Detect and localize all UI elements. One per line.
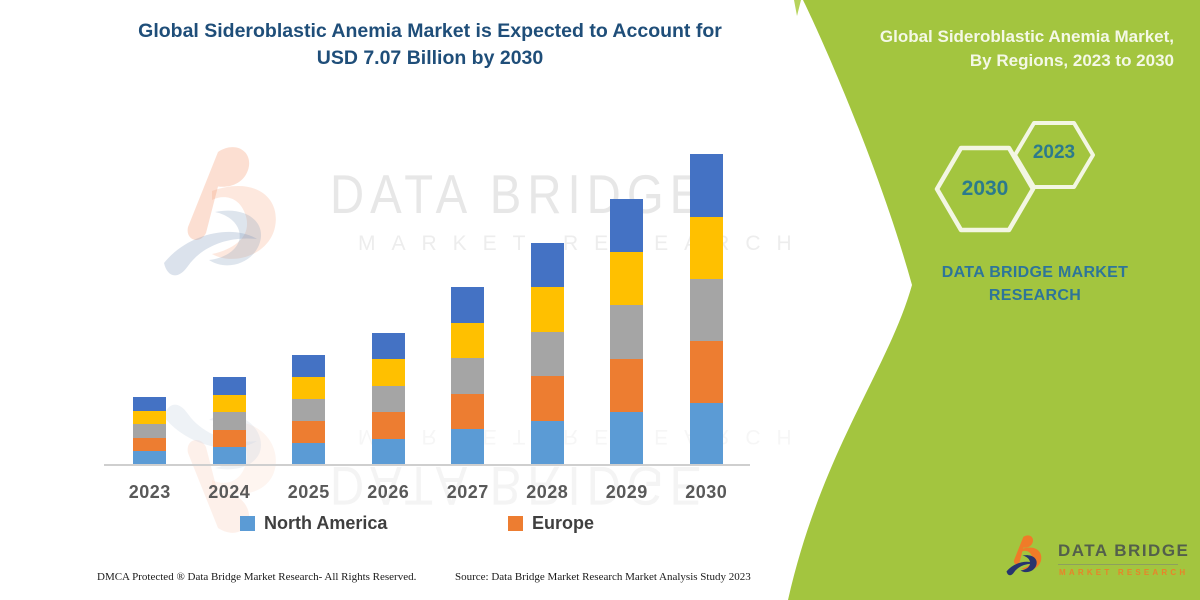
bar-segment-unlabeled-darkblue bbox=[610, 199, 644, 253]
bar-segment-North America bbox=[530, 420, 564, 465]
bar-segment-unlabeled-yellow bbox=[451, 322, 485, 359]
stacked-bar-chart bbox=[110, 145, 746, 465]
bar-segment-unlabeled-gray bbox=[689, 279, 723, 341]
bar-segment-unlabeled-gray bbox=[133, 424, 167, 438]
bar-column-2030 bbox=[667, 145, 747, 465]
databridge-logo: DATA BRIDGE MARKET RESEARCH bbox=[1002, 533, 1192, 595]
legend-item-europe: Europe bbox=[508, 513, 594, 534]
bar-segment-unlabeled-yellow bbox=[371, 359, 405, 386]
bar-segment-unlabeled-darkblue bbox=[212, 377, 246, 395]
x-axis-line bbox=[104, 464, 750, 466]
watermark: DATA BRIDGE MARKET RESEARCH bbox=[150, 140, 840, 340]
bar-segment-unlabeled-gray bbox=[530, 331, 564, 377]
bar-segment-unlabeled-yellow bbox=[530, 287, 564, 332]
sidebar-brand-line1: DATA BRIDGE MARKET bbox=[941, 264, 1129, 281]
bar-segment-unlabeled-gray bbox=[610, 305, 644, 359]
bar-segment-North America bbox=[212, 447, 246, 465]
bar-segment-unlabeled-yellow bbox=[212, 394, 246, 413]
x-axis-label-2027: 2027 bbox=[446, 482, 489, 502]
watermark-logo-icon bbox=[164, 147, 276, 276]
bar-segment-unlabeled-yellow bbox=[689, 216, 723, 279]
stacked-bar-2024 bbox=[212, 377, 246, 465]
watermark-reflection: DATA BRIDGE MARKET RESEARCH bbox=[150, 340, 840, 540]
bar-segment-unlabeled-yellow bbox=[133, 410, 167, 425]
bar-segment-unlabeled-darkblue bbox=[292, 355, 326, 377]
hexagon-year-2023: 2023 bbox=[1032, 142, 1076, 163]
bar-segment-unlabeled-yellow bbox=[292, 377, 326, 399]
bar-segment-Europe bbox=[451, 393, 485, 430]
bar-segment-North America bbox=[451, 429, 485, 465]
bar-column-2024 bbox=[190, 145, 270, 465]
footer-copyright: DMCA Protected ® Data Bridge Market Rese… bbox=[97, 571, 417, 583]
bar-column-2026 bbox=[349, 145, 429, 465]
stacked-bar-2027 bbox=[451, 287, 485, 465]
bar-column-2025 bbox=[269, 145, 349, 465]
stacked-bar-2029 bbox=[610, 199, 644, 465]
legend-label: Europe bbox=[532, 513, 595, 533]
x-axis-label-2024: 2024 bbox=[208, 482, 251, 502]
legend-swatch bbox=[508, 516, 523, 531]
bar-column-2028 bbox=[508, 145, 588, 465]
legend-swatch bbox=[240, 516, 255, 531]
bar-segment-unlabeled-gray bbox=[292, 399, 326, 421]
bar-segment-North America bbox=[133, 451, 167, 465]
x-axis-label-2023: 2023 bbox=[128, 482, 171, 502]
stacked-bar-2023 bbox=[133, 397, 167, 465]
bar-segment-Europe bbox=[133, 437, 167, 452]
sidebar-title: Global Sideroblastic Anemia Market, By R… bbox=[804, 25, 1174, 73]
bar-segment-Europe bbox=[212, 429, 246, 448]
bar-segment-unlabeled-darkblue bbox=[451, 287, 485, 323]
x-axis-labels: 2023 2024 2025 2026 2027 2028 2029 2030 bbox=[110, 482, 746, 503]
bar-column-2029 bbox=[587, 145, 667, 465]
stacked-bar-2028 bbox=[530, 243, 564, 465]
bar-segment-North America bbox=[371, 438, 405, 465]
bar-column-2027 bbox=[428, 145, 508, 465]
bar-segment-Europe bbox=[371, 412, 405, 439]
page-title-line2: USD 7.07 Billion by 2030 bbox=[316, 47, 544, 69]
bar-segment-Europe bbox=[530, 376, 564, 421]
bar-segment-unlabeled-darkblue bbox=[371, 333, 405, 360]
logo-subtitle: MARKET RESEARCH bbox=[1059, 568, 1189, 577]
x-axis-label-2030: 2030 bbox=[685, 482, 728, 502]
logo-divider bbox=[1058, 564, 1178, 565]
logo-wordmark: DATA BRIDGE bbox=[1058, 541, 1190, 560]
bar-segment-Europe bbox=[292, 421, 326, 443]
legend-item-north-america: North America bbox=[240, 513, 387, 534]
bar-segment-unlabeled-yellow bbox=[610, 252, 644, 306]
sidebar-title-line2: By Regions, 2023 to 2030 bbox=[969, 51, 1174, 70]
bar-segment-North America bbox=[610, 411, 644, 465]
bar-segment-Europe bbox=[610, 358, 644, 412]
watermark-logo-icon-reflection bbox=[164, 404, 276, 533]
x-axis-label-2025: 2025 bbox=[287, 482, 330, 502]
bar-segment-North America bbox=[689, 403, 723, 465]
bar-segment-unlabeled-darkblue bbox=[133, 397, 167, 411]
x-axis-label-2028: 2028 bbox=[526, 482, 569, 502]
stacked-bar-2026 bbox=[371, 333, 405, 465]
bar-segment-unlabeled-darkblue bbox=[689, 154, 723, 217]
x-axis-label-2026: 2026 bbox=[367, 482, 410, 502]
databridge-logo-icon bbox=[1006, 535, 1042, 576]
sidebar-title-line1: Global Sideroblastic Anemia Market, bbox=[879, 27, 1174, 46]
bar-segment-unlabeled-gray bbox=[371, 385, 405, 413]
legend-label: North America bbox=[264, 513, 388, 533]
x-axis-label-2029: 2029 bbox=[605, 482, 648, 502]
stacked-bar-2030 bbox=[689, 154, 723, 465]
sidebar-brand-text: DATA BRIDGE MARKET RESEARCH bbox=[900, 261, 1170, 307]
watermark-text-marketresearch: MARKET RESEARCH bbox=[358, 232, 808, 255]
page-title-line1: Global Sideroblastic Anemia Market is Ex… bbox=[138, 20, 722, 42]
bar-segment-unlabeled-gray bbox=[451, 358, 485, 394]
stacked-bar-2025 bbox=[292, 355, 326, 465]
footer-source: Source: Data Bridge Market Research Mark… bbox=[455, 571, 751, 583]
bar-segment-unlabeled-gray bbox=[212, 412, 246, 430]
bar-segment-North America bbox=[292, 443, 326, 465]
bar-segment-unlabeled-darkblue bbox=[530, 243, 564, 288]
page-title: Global Sideroblastic Anemia Market is Ex… bbox=[40, 18, 820, 72]
bar-column-2023 bbox=[110, 145, 190, 465]
sidebar-brand-line2: RESEARCH bbox=[988, 287, 1082, 304]
hexagon-year-2030: 2030 bbox=[961, 177, 1009, 200]
bar-segment-Europe bbox=[689, 341, 723, 403]
